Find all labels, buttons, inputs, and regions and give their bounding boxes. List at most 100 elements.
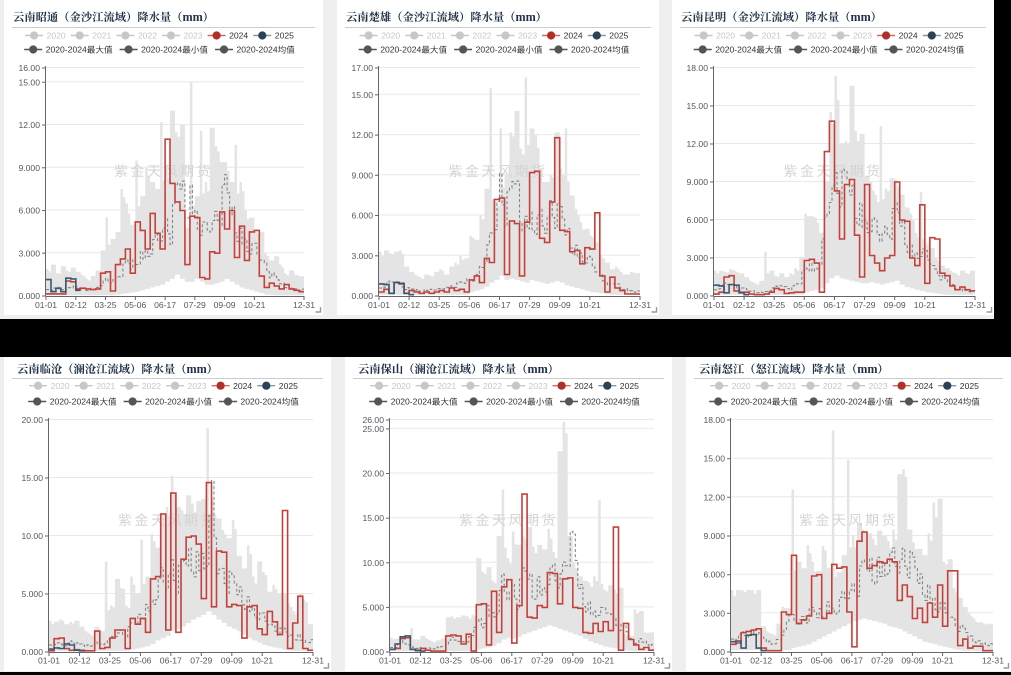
svg-text:2021: 2021 xyxy=(96,381,115,391)
svg-text:15.00: 15.00 xyxy=(351,90,373,100)
svg-text:07-29: 07-29 xyxy=(190,656,212,666)
svg-text:2020-2024: 2020-2024 xyxy=(241,397,282,407)
svg-text:26.00: 26.00 xyxy=(362,415,384,425)
svg-text:mm: mm xyxy=(857,362,877,376)
svg-text:2020-2024: 2020-2024 xyxy=(731,397,772,407)
svg-text:2025: 2025 xyxy=(620,381,639,391)
svg-text:12-31: 12-31 xyxy=(302,656,324,666)
svg-text:2020-2024: 2020-2024 xyxy=(906,45,947,55)
svg-text:6.000: 6.000 xyxy=(686,215,708,225)
svg-text:5.000: 5.000 xyxy=(362,602,384,612)
svg-text:2023: 2023 xyxy=(188,381,207,391)
svg-text:01-01: 01-01 xyxy=(38,656,60,666)
svg-text:06-17: 06-17 xyxy=(154,300,176,310)
svg-text:06-17: 06-17 xyxy=(501,656,523,666)
svg-text:12-31: 12-31 xyxy=(293,300,315,310)
svg-text:02-12: 02-12 xyxy=(398,300,420,310)
svg-text:03-25: 03-25 xyxy=(763,300,785,310)
svg-text:2024: 2024 xyxy=(899,31,918,41)
svg-text:03-25: 03-25 xyxy=(99,656,121,666)
svg-text:12.00: 12.00 xyxy=(703,492,725,502)
svg-text:09-09: 09-09 xyxy=(901,656,923,666)
svg-text:2022: 2022 xyxy=(138,31,157,41)
svg-text:18.00: 18.00 xyxy=(703,415,725,425)
svg-text:6.000: 6.000 xyxy=(18,206,40,216)
svg-text:25.00: 25.00 xyxy=(362,424,384,434)
svg-text:10-21: 10-21 xyxy=(914,300,936,310)
svg-text:2025: 2025 xyxy=(279,381,298,391)
svg-text:2024: 2024 xyxy=(229,31,248,41)
svg-text:15.00: 15.00 xyxy=(362,513,384,523)
svg-text:2020-2024: 2020-2024 xyxy=(476,45,517,55)
svg-text:3.000: 3.000 xyxy=(351,251,373,261)
svg-text:2020: 2020 xyxy=(716,31,735,41)
svg-text:9.000: 9.000 xyxy=(351,170,373,180)
svg-text:2023: 2023 xyxy=(184,31,203,41)
svg-text:0.000: 0.000 xyxy=(686,291,708,301)
svg-text:6.000: 6.000 xyxy=(703,570,725,580)
svg-text:2021: 2021 xyxy=(427,31,446,41)
svg-text:0.000: 0.000 xyxy=(362,647,384,657)
svg-text:17.00: 17.00 xyxy=(351,63,373,73)
svg-text:2020: 2020 xyxy=(392,381,411,391)
svg-text:07-29: 07-29 xyxy=(531,656,553,666)
svg-text:01-01: 01-01 xyxy=(379,656,401,666)
svg-text:10-21: 10-21 xyxy=(243,300,265,310)
svg-text:16.00: 16.00 xyxy=(18,63,40,73)
svg-text:2022: 2022 xyxy=(483,381,502,391)
svg-text:10.00: 10.00 xyxy=(21,531,43,541)
svg-text:20.00: 20.00 xyxy=(362,469,384,479)
svg-text:2020-2024: 2020-2024 xyxy=(50,397,91,407)
svg-text:09-09: 09-09 xyxy=(884,300,906,310)
svg-text:2023: 2023 xyxy=(529,381,548,391)
svg-text:2020-2024: 2020-2024 xyxy=(826,397,867,407)
svg-text:3.000: 3.000 xyxy=(18,248,40,258)
svg-text:2024: 2024 xyxy=(233,381,252,391)
svg-text:2020-2024: 2020-2024 xyxy=(46,45,87,55)
svg-text:12.00: 12.00 xyxy=(351,130,373,140)
svg-text:0.000: 0.000 xyxy=(21,647,43,657)
svg-text:2025: 2025 xyxy=(275,31,294,41)
svg-text:2025: 2025 xyxy=(960,381,979,391)
svg-text:2021: 2021 xyxy=(777,381,796,391)
svg-text:2020-2024: 2020-2024 xyxy=(237,45,278,55)
svg-text:mm: mm xyxy=(187,362,207,376)
svg-text:03-25: 03-25 xyxy=(440,656,462,666)
svg-text:15.00: 15.00 xyxy=(703,454,725,464)
svg-text:01-01: 01-01 xyxy=(368,300,390,310)
svg-text:09-09: 09-09 xyxy=(214,300,236,310)
svg-text:05-06: 05-06 xyxy=(129,656,151,666)
svg-text:2025: 2025 xyxy=(944,31,963,41)
svg-text:mm: mm xyxy=(183,10,203,24)
svg-text:03-25: 03-25 xyxy=(95,300,117,310)
svg-text:06-17: 06-17 xyxy=(160,656,182,666)
svg-text:12-31: 12-31 xyxy=(964,300,986,310)
svg-text:07-29: 07-29 xyxy=(184,300,206,310)
svg-text:2024: 2024 xyxy=(574,381,593,391)
svg-text:06-17: 06-17 xyxy=(489,300,511,310)
svg-text:12.00: 12.00 xyxy=(686,139,708,149)
svg-text:2024: 2024 xyxy=(564,31,583,41)
svg-text:01-01: 01-01 xyxy=(703,300,725,310)
svg-text:2020-2024: 2020-2024 xyxy=(380,45,421,55)
svg-text:2020-2024: 2020-2024 xyxy=(715,45,756,55)
svg-text:18.00: 18.00 xyxy=(686,63,708,73)
svg-text:mm: mm xyxy=(851,10,871,24)
svg-text:2020: 2020 xyxy=(381,31,400,41)
svg-text:2020-2024: 2020-2024 xyxy=(486,397,527,407)
svg-text:07-29: 07-29 xyxy=(519,300,541,310)
svg-text:10-21: 10-21 xyxy=(251,656,273,666)
svg-text:02-12: 02-12 xyxy=(750,656,772,666)
svg-text:2024: 2024 xyxy=(914,381,933,391)
svg-text:02-12: 02-12 xyxy=(733,300,755,310)
svg-text:2020-2024: 2020-2024 xyxy=(922,397,963,407)
svg-text:2023: 2023 xyxy=(869,381,888,391)
svg-text:20.00: 20.00 xyxy=(21,415,43,425)
svg-text:07-29: 07-29 xyxy=(854,300,876,310)
svg-text:03-25: 03-25 xyxy=(781,656,803,666)
svg-text:15.00: 15.00 xyxy=(21,473,43,483)
svg-text:2020: 2020 xyxy=(732,381,751,391)
svg-text:10.00: 10.00 xyxy=(362,558,384,568)
svg-text:05-06: 05-06 xyxy=(470,656,492,666)
svg-text:2025: 2025 xyxy=(609,31,628,41)
